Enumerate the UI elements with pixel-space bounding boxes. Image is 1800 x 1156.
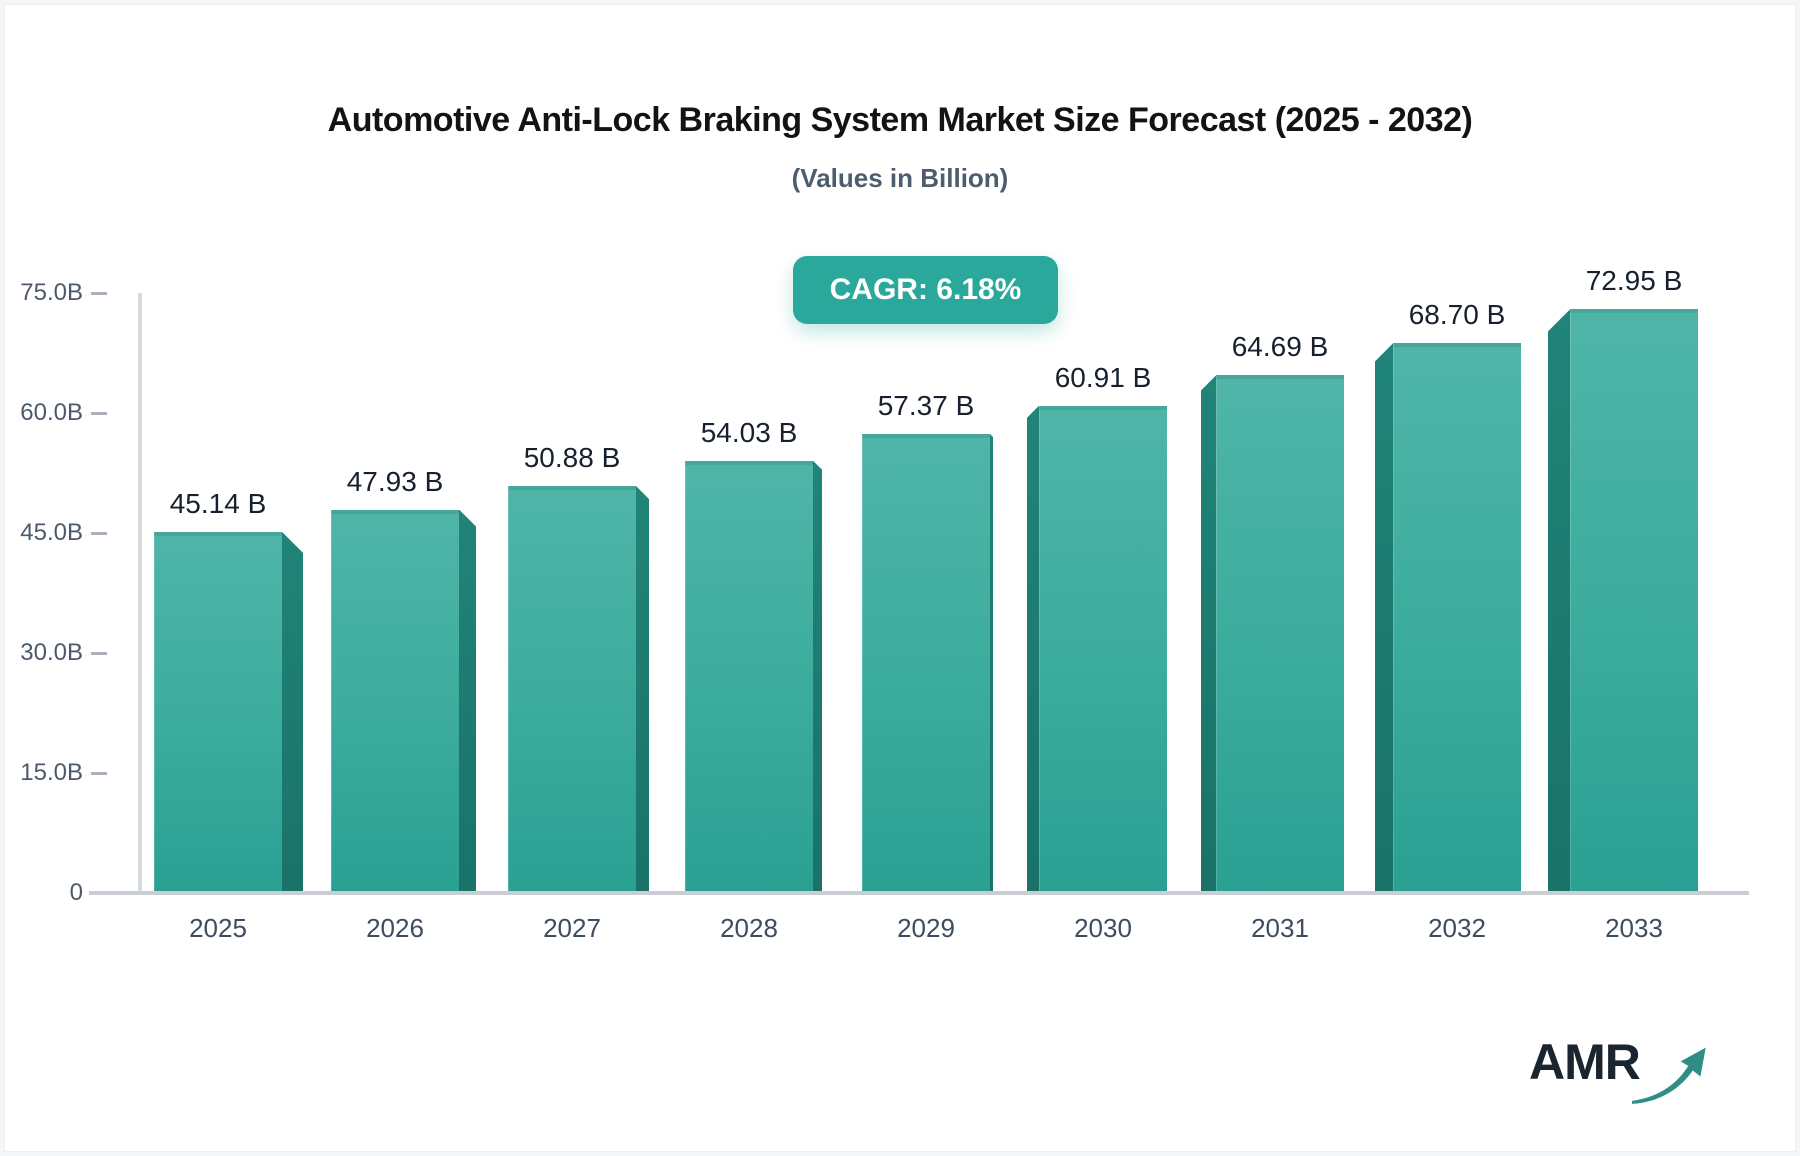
bar-2030 [1039, 405, 1167, 893]
y-tick-mark [91, 532, 107, 535]
x-axis-label-2030: 2030 [1074, 913, 1132, 943]
y-tick-mark [91, 772, 107, 775]
x-axis-label-2032: 2032 [1428, 913, 1486, 943]
x-axis-label-2029: 2029 [897, 913, 955, 943]
chart-card: Automotive Anti-Lock Braking System Mark… [4, 4, 1796, 1152]
chart-subtitle: (Values in Billion) [791, 163, 1009, 193]
bar-2031 [1216, 375, 1344, 893]
bar-2033 [1570, 309, 1698, 893]
bar-side-2031 [1201, 375, 1216, 893]
x-axis-label-2033: 2033 [1605, 913, 1663, 943]
cagr-badge: CAGR: 6.18% [793, 256, 1058, 324]
bar-side-2025 [282, 531, 303, 893]
cagr-badge-label: CAGR: 6.18% [829, 273, 1022, 306]
bar-value-label: 72.95 B [1585, 265, 1683, 297]
bar-value-label: 57.37 B [877, 390, 975, 422]
bar-side-2030 [1027, 405, 1039, 893]
amr-logo-text: AMR [1529, 1034, 1641, 1090]
bar-side-2028 [813, 460, 822, 893]
y-tick-label: 45.0B [20, 519, 83, 546]
bar-2032 [1393, 343, 1521, 893]
bar-value-label: 64.69 B [1231, 331, 1329, 363]
y-tick-label: 30.0B [20, 639, 83, 666]
x-axis-label-2027: 2027 [543, 913, 601, 943]
bar-side-2026 [459, 509, 476, 893]
x-axis-baseline [89, 891, 1749, 895]
growth-arrow-icon [1631, 1047, 1706, 1104]
y-tick-mark [91, 412, 107, 415]
bar-2029 [862, 434, 990, 893]
y-tick-mark [91, 292, 107, 295]
bar-value-label: 45.14 B [169, 487, 267, 519]
chart-title: Automotive Anti-Lock Braking System Mark… [327, 101, 1473, 139]
x-axis-label-2028: 2028 [720, 913, 778, 943]
x-axis-label-2026: 2026 [366, 913, 424, 943]
bar-2025 [154, 531, 282, 893]
y-tick-label: 0 [69, 879, 83, 906]
x-axis-label-2025: 2025 [189, 913, 247, 943]
bar-2028 [685, 460, 813, 893]
y-tick-label: 60.0B [20, 399, 83, 426]
bar-2026 [331, 509, 459, 893]
y-tick-mark [91, 652, 107, 655]
bar-side-2029 [990, 434, 993, 893]
amr-logo: AMR [1529, 1034, 1716, 1104]
x-axis-label-2031: 2031 [1251, 913, 1309, 943]
bar-chart-plot-area: 75.0B 60.0B 45.0B 30.0B 15.0B 0 45.14 B 2025 47.… [5, 5, 1795, 1151]
bar-value-label: 68.70 B [1408, 299, 1506, 331]
y-tick-label: 15.0B [20, 759, 83, 786]
bar-value-label: 47.93 B [346, 465, 444, 497]
bar-value-label: 60.91 B [1054, 361, 1152, 393]
y-axis-line [138, 293, 142, 895]
bar-value-label: 54.03 B [700, 416, 798, 448]
bar-side-2032 [1375, 343, 1393, 893]
bar-value-label: 50.88 B [523, 441, 621, 473]
bar-side-2027 [636, 485, 649, 893]
bar-side-2033 [1548, 309, 1570, 893]
bar-2027 [508, 485, 636, 893]
y-tick-label: 75.0B [20, 279, 83, 306]
